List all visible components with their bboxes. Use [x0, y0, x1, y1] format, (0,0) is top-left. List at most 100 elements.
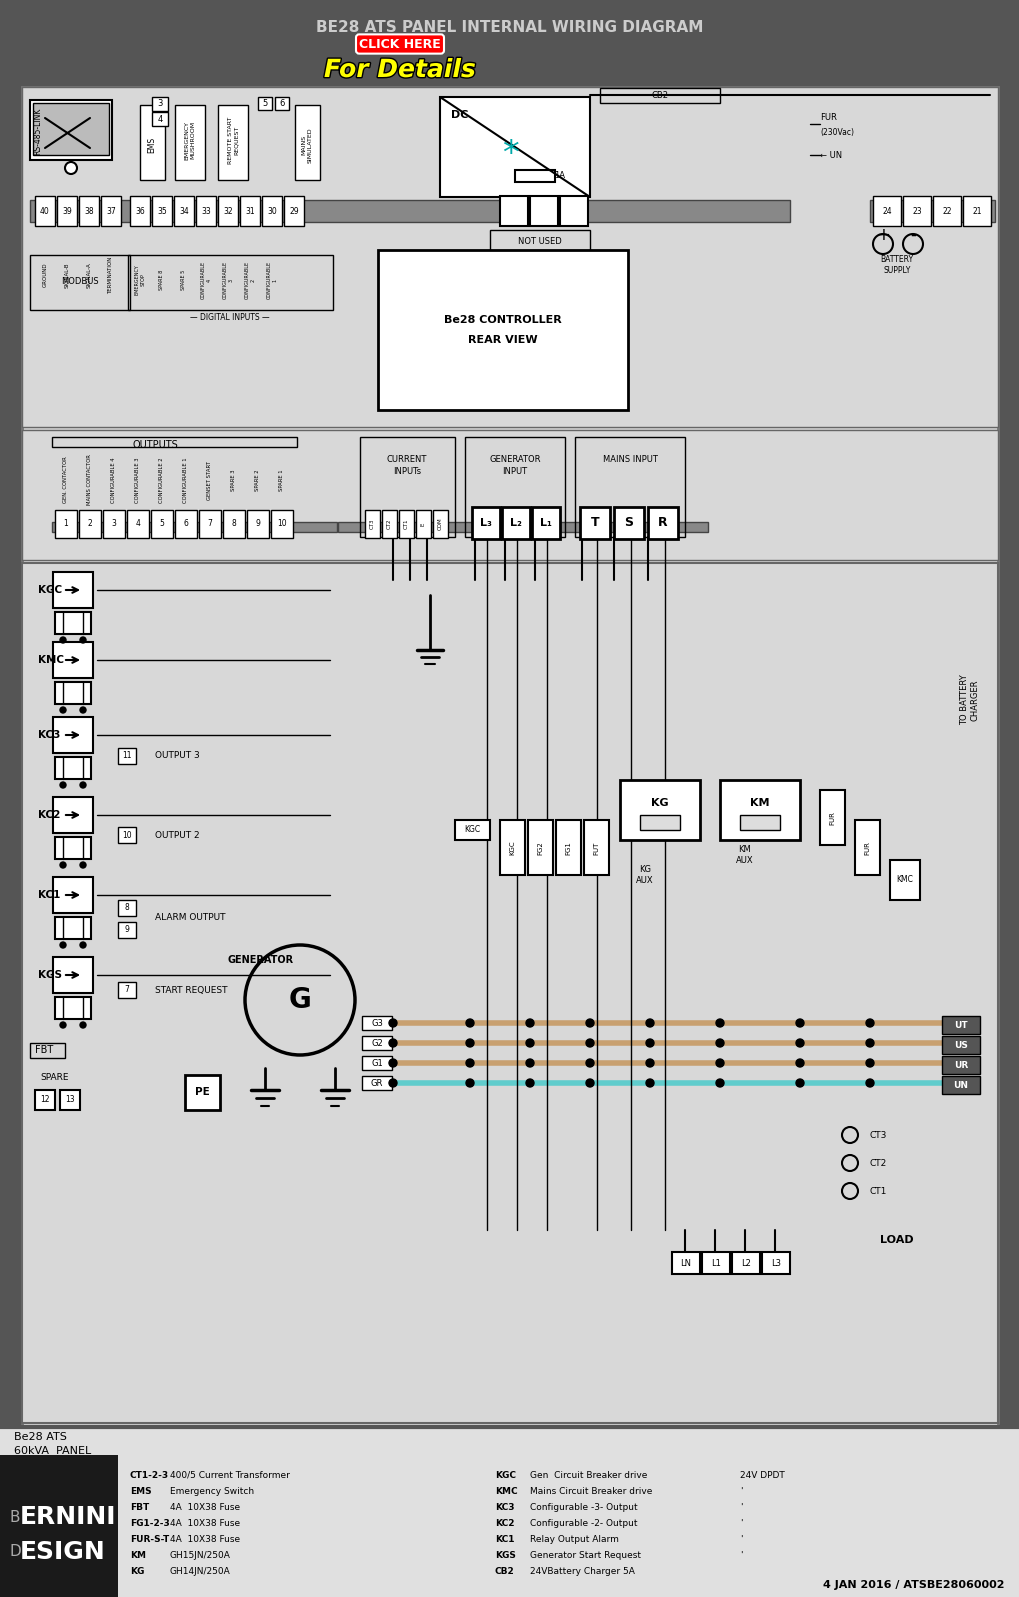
Text: SIGNAL-A: SIGNAL-A	[87, 262, 92, 287]
Text: G3: G3	[371, 1019, 383, 1027]
Bar	[258, 97, 272, 110]
Bar	[151, 509, 173, 538]
Text: ALARM OUTPUT: ALARM OUTPUT	[155, 912, 225, 921]
Text: 38: 38	[85, 206, 94, 216]
Bar	[199, 509, 221, 538]
Bar	[30, 200, 790, 222]
Text: CONFIGURABLE 3: CONFIGURABLE 3	[136, 457, 141, 503]
Text: MAINS INPUT: MAINS INPUT	[602, 455, 657, 465]
Text: BATTERY
SUPPLY: BATTERY SUPPLY	[880, 256, 914, 275]
Text: 4A  10X38 Fuse: 4A 10X38 Fuse	[170, 1503, 240, 1511]
Bar	[53, 717, 93, 754]
Text: RS-485-LINK: RS-485-LINK	[34, 107, 43, 155]
Bar	[740, 814, 780, 830]
Bar	[247, 509, 269, 538]
Circle shape	[716, 1040, 725, 1048]
Bar	[362, 1016, 392, 1030]
Bar	[500, 196, 528, 227]
Text: ← UN: ← UN	[820, 150, 842, 160]
Bar	[140, 105, 165, 180]
Text: 5: 5	[262, 99, 268, 109]
Text: -: -	[910, 227, 916, 244]
Bar	[0, 1455, 118, 1597]
Bar	[55, 682, 91, 704]
Text: 34: 34	[179, 206, 189, 216]
Circle shape	[716, 1080, 725, 1088]
Text: CT2: CT2	[386, 519, 391, 529]
Text: KM
AUX: KM AUX	[736, 845, 754, 864]
Text: Emergency Switch: Emergency Switch	[170, 1487, 254, 1495]
Text: 32: 32	[223, 206, 232, 216]
Text: KC2: KC2	[495, 1519, 515, 1527]
Circle shape	[796, 1040, 804, 1048]
Circle shape	[389, 1019, 397, 1027]
Text: 24: 24	[882, 206, 892, 216]
Text: 8: 8	[124, 904, 129, 912]
Circle shape	[646, 1019, 654, 1027]
Text: 1A: 1A	[554, 171, 566, 179]
Bar	[33, 102, 109, 155]
Text: T: T	[591, 516, 599, 530]
Text: MAINS
SIMULATED: MAINS SIMULATED	[302, 128, 313, 163]
Circle shape	[60, 942, 66, 949]
Circle shape	[60, 783, 66, 787]
Text: KGC: KGC	[495, 1471, 516, 1479]
Bar	[362, 1036, 392, 1049]
Text: BE28 ATS PANEL INTERNAL WIRING DIAGRAM: BE28 ATS PANEL INTERNAL WIRING DIAGRAM	[316, 21, 704, 35]
Circle shape	[796, 1019, 804, 1027]
Bar	[648, 506, 678, 540]
Bar	[942, 1036, 980, 1054]
Text: L3: L3	[771, 1258, 781, 1268]
Bar	[440, 97, 590, 196]
Text: ': '	[740, 1487, 743, 1495]
Text: 6: 6	[279, 99, 284, 109]
Text: D: D	[10, 1544, 21, 1560]
Bar	[30, 101, 112, 160]
Circle shape	[60, 637, 66, 644]
Text: US: US	[954, 1041, 968, 1049]
Bar	[22, 430, 998, 561]
Bar	[55, 997, 91, 1019]
Text: KC1: KC1	[495, 1535, 515, 1543]
Bar	[284, 196, 304, 227]
Text: GENSET START: GENSET START	[208, 460, 213, 500]
Text: EMS: EMS	[148, 137, 157, 153]
Text: FUR: FUR	[829, 811, 835, 826]
Bar	[378, 251, 628, 410]
Text: 10: 10	[277, 519, 286, 529]
Circle shape	[466, 1040, 474, 1048]
Circle shape	[796, 1080, 804, 1088]
Circle shape	[586, 1059, 594, 1067]
Bar	[942, 1076, 980, 1094]
Bar	[130, 196, 150, 227]
Text: SPARE 3: SPARE 3	[231, 470, 236, 490]
Bar	[820, 791, 845, 845]
Bar	[500, 819, 525, 875]
Text: 23: 23	[912, 206, 922, 216]
Text: MODBUS: MODBUS	[61, 278, 99, 286]
Circle shape	[526, 1040, 534, 1048]
Text: FG1-2-3: FG1-2-3	[130, 1519, 170, 1527]
Text: 36: 36	[136, 206, 145, 216]
Text: KC1: KC1	[38, 890, 60, 901]
Text: Be28 CONTROLLER: Be28 CONTROLLER	[444, 315, 561, 326]
Text: 4: 4	[157, 115, 163, 123]
Text: UR: UR	[954, 1060, 968, 1070]
Bar	[118, 827, 136, 843]
Text: EMERGENCY
STOP: EMERGENCY STOP	[135, 265, 146, 295]
Bar	[118, 901, 136, 917]
Text: CLICK HERE: CLICK HERE	[359, 37, 441, 51]
Text: 5: 5	[160, 519, 164, 529]
Text: KMC: KMC	[38, 655, 64, 664]
Bar	[55, 837, 91, 859]
Text: 37: 37	[106, 206, 116, 216]
Text: CURRENT: CURRENT	[387, 455, 427, 465]
Bar	[762, 1252, 790, 1274]
Bar	[30, 256, 130, 310]
Text: Be28 ATS: Be28 ATS	[14, 1433, 67, 1442]
Circle shape	[866, 1019, 874, 1027]
Text: OUTPUT 3: OUTPUT 3	[155, 752, 200, 760]
Text: E: E	[421, 522, 426, 525]
Text: For Details: For Details	[324, 57, 476, 81]
Bar	[185, 1075, 220, 1110]
